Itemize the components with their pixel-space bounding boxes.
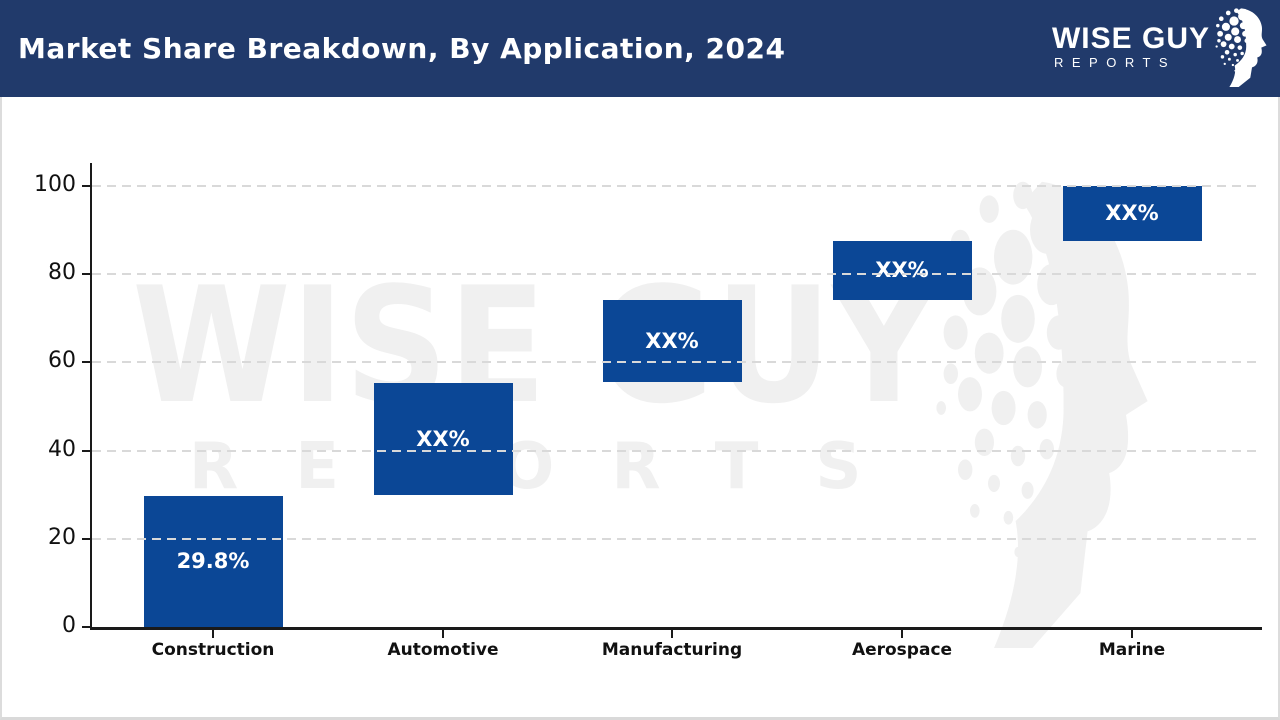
bar-automotive: XX% <box>373 383 513 495</box>
x-tick-mark <box>212 630 214 638</box>
x-tick-label: Automotive <box>387 640 499 660</box>
gridline-40 <box>92 449 1260 452</box>
y-tick-label: 80 <box>48 260 76 286</box>
x-tick-mark <box>1131 630 1133 638</box>
x-tick-mark <box>442 630 444 638</box>
bar-marine: XX% <box>1062 186 1202 241</box>
bar-value-label: XX% <box>645 329 699 354</box>
wiseguy-logo: WISE GUY REPORTS <box>1052 6 1270 87</box>
wiseguy-logo-text: WISE GUY REPORTS <box>1052 23 1210 71</box>
bar-value-label: XX% <box>1105 201 1159 226</box>
y-tick-label: 60 <box>48 348 76 374</box>
gridline-60 <box>92 361 1260 364</box>
y-tick-mark <box>82 449 90 452</box>
y-tick-label: 0 <box>62 613 76 638</box>
logo-tagline-text: REPORTS <box>1053 55 1177 71</box>
page-title: Market Share Breakdown, By Application, … <box>18 32 786 65</box>
bar-value-label: XX% <box>416 426 470 451</box>
y-tick-label: 20 <box>48 524 76 550</box>
x-tick-label: Manufacturing <box>601 640 743 660</box>
y-axis <box>90 163 92 630</box>
x-tick-mark <box>671 630 673 638</box>
y-tick-mark <box>82 626 90 628</box>
x-tick-label: Marine <box>1098 640 1166 660</box>
y-tick-mark <box>82 361 90 364</box>
x-tick-mark <box>901 630 903 638</box>
chart-area: WISE GUY REPORTS 0 20 40 60 80 100 29.8% Constr… <box>0 97 1280 720</box>
logo-name-text: WISE GUY <box>1051 21 1210 55</box>
y-tick-mark <box>82 273 90 276</box>
y-tick-mark <box>82 185 90 187</box>
watermark-tagline: REPORTS <box>189 430 919 504</box>
y-tick-mark <box>82 537 90 540</box>
bar-aerospace: XX% <box>832 241 972 300</box>
gridline-100 <box>92 185 1260 187</box>
bar-manufacturing: XX% <box>602 300 742 383</box>
x-tick-label: Construction <box>151 640 275 660</box>
bar-value-label: 29.8% <box>176 549 250 574</box>
header: Market Share Breakdown, By Application, … <box>0 0 1280 97</box>
x-tick-label: Aerospace <box>851 640 953 660</box>
y-tick-label: 40 <box>48 436 76 462</box>
x-axis <box>90 627 1262 630</box>
wiseguy-head-icon <box>1215 8 1267 87</box>
bar-construction: 29.8% <box>143 495 283 627</box>
y-tick-label: 100 <box>34 172 76 197</box>
gridline-80 <box>92 273 1260 276</box>
gridline-20 <box>92 537 1260 540</box>
watermark-text: WISE GUY <box>132 252 937 439</box>
bar-value-label: XX% <box>875 258 929 283</box>
